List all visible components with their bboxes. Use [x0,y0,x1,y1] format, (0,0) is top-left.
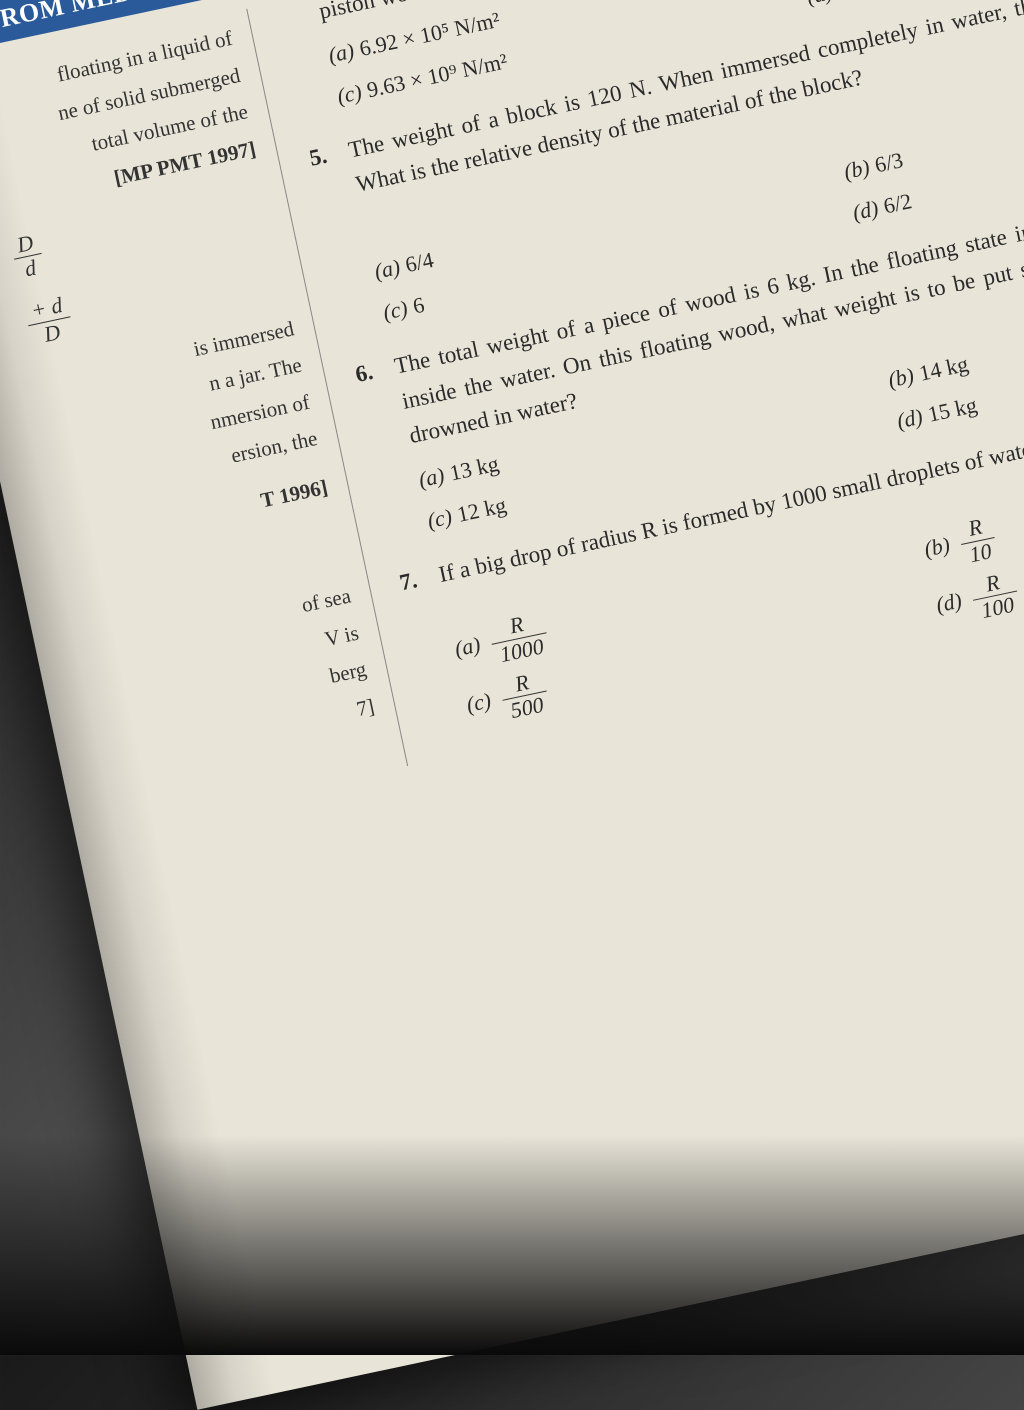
two-column-wrap: floating in a liquid of ne of solid subm… [0,0,1024,824]
fraction-denominator: d [14,254,46,283]
fraction: R 1000 [487,608,552,668]
fraction: + d D [23,292,76,349]
fraction: R 500 [497,667,551,725]
book-page: the tube. tension acquires a vertically … [0,0,1024,1410]
question-number: 7. [396,562,420,600]
question-number: 5. [306,138,330,176]
fraction: R 10 [956,513,1000,568]
fraction: R 100 [968,567,1022,625]
question-number: 6. [352,354,376,392]
fraction: D d [9,229,47,283]
